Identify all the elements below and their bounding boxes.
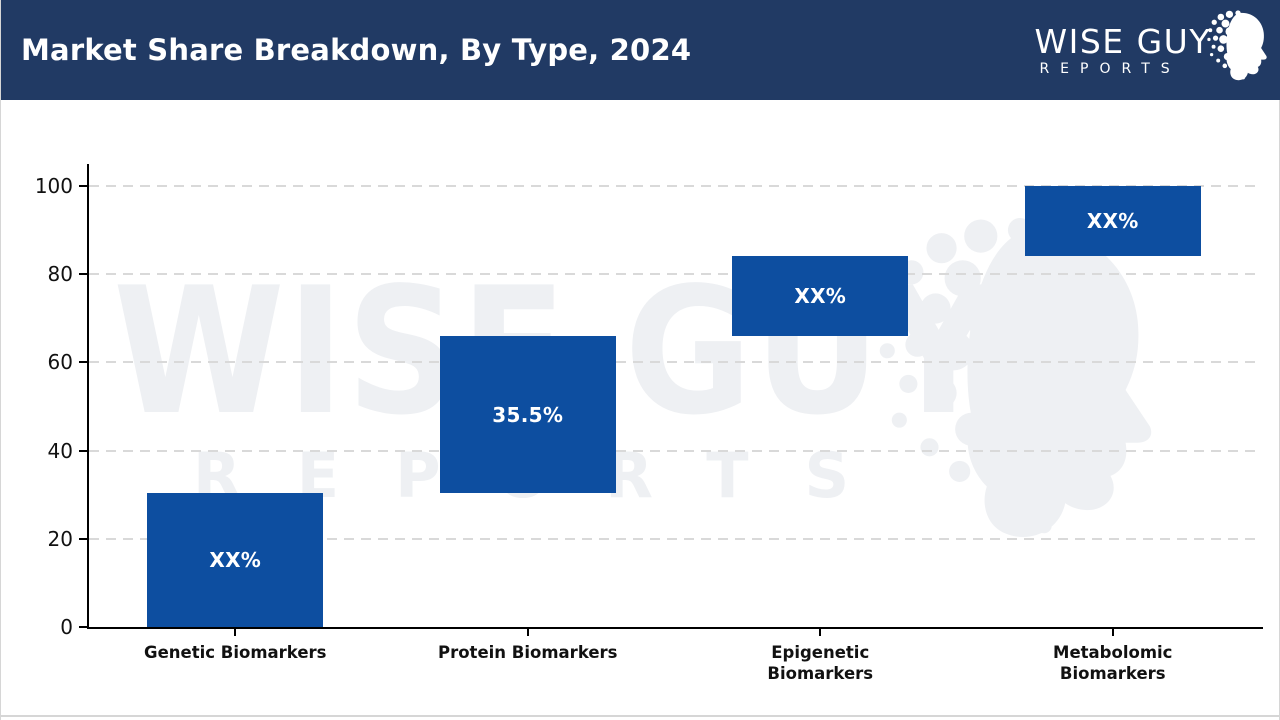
bar: XX% (1024, 186, 1201, 257)
bar-value-label: XX% (209, 547, 262, 572)
wiseguy-head-icon (1205, 9, 1271, 91)
wiseguy-logo-text: WISE GUY REPORTS (1034, 25, 1211, 76)
x-tick (234, 629, 237, 636)
y-tick-label: 40 (47, 438, 73, 463)
gridline (89, 449, 1259, 452)
x-tick (1111, 629, 1114, 636)
bar-value-label: XX% (1086, 209, 1139, 234)
bar-value-label: 35.5% (492, 402, 564, 427)
x-tick (819, 629, 822, 636)
bar-value-label: XX% (794, 284, 847, 309)
y-tick (79, 273, 87, 276)
y-tick-label: 20 (47, 526, 73, 551)
bar: 35.5% (439, 336, 616, 493)
y-tick (79, 185, 87, 187)
category-label: Protein Biomarkers (437, 643, 618, 662)
y-axis-line (87, 164, 89, 629)
header-bar: Market Share Breakdown, By Type, 2024 WI… (1, 0, 1280, 100)
chart-title: Market Share Breakdown, By Type, 2024 (21, 33, 692, 67)
y-tick-label: 80 (47, 262, 73, 287)
category-label: Genetic Biomarkers (144, 643, 327, 662)
y-tick (79, 537, 87, 540)
y-tick (79, 361, 87, 364)
gridline (89, 537, 1259, 540)
bar: XX% (732, 256, 909, 337)
category-label: Metabolomic Biomarkers (1053, 643, 1173, 684)
category-label: Epigenetic Biomarkers (767, 643, 874, 684)
y-tick (79, 626, 87, 628)
x-tick (526, 629, 529, 636)
gridline (89, 273, 1259, 276)
gridline (89, 361, 1259, 364)
gridline (89, 185, 1259, 187)
logo-wordmark: WISE GUY (1034, 21, 1211, 61)
card-bottom-border (1, 715, 1280, 717)
x-axis-line (87, 627, 1263, 629)
y-tick-label: 100 (34, 174, 73, 198)
chart-plot: 0 20 40 60 80 100 XX% Genetic Biomarkers 35.5% Pr… (1, 100, 1280, 715)
bar: XX% (147, 492, 324, 627)
y-tick-label: 0 (60, 615, 73, 639)
plot-region: WISE GUY REPORTS 020406080100XX%Genetic … (1, 100, 1280, 715)
wiseguy-logo: WISE GUY REPORTS (1034, 9, 1271, 91)
y-tick (79, 449, 87, 452)
y-tick-label: 60 (47, 350, 73, 375)
logo-subtitle: REPORTS (1039, 60, 1181, 77)
